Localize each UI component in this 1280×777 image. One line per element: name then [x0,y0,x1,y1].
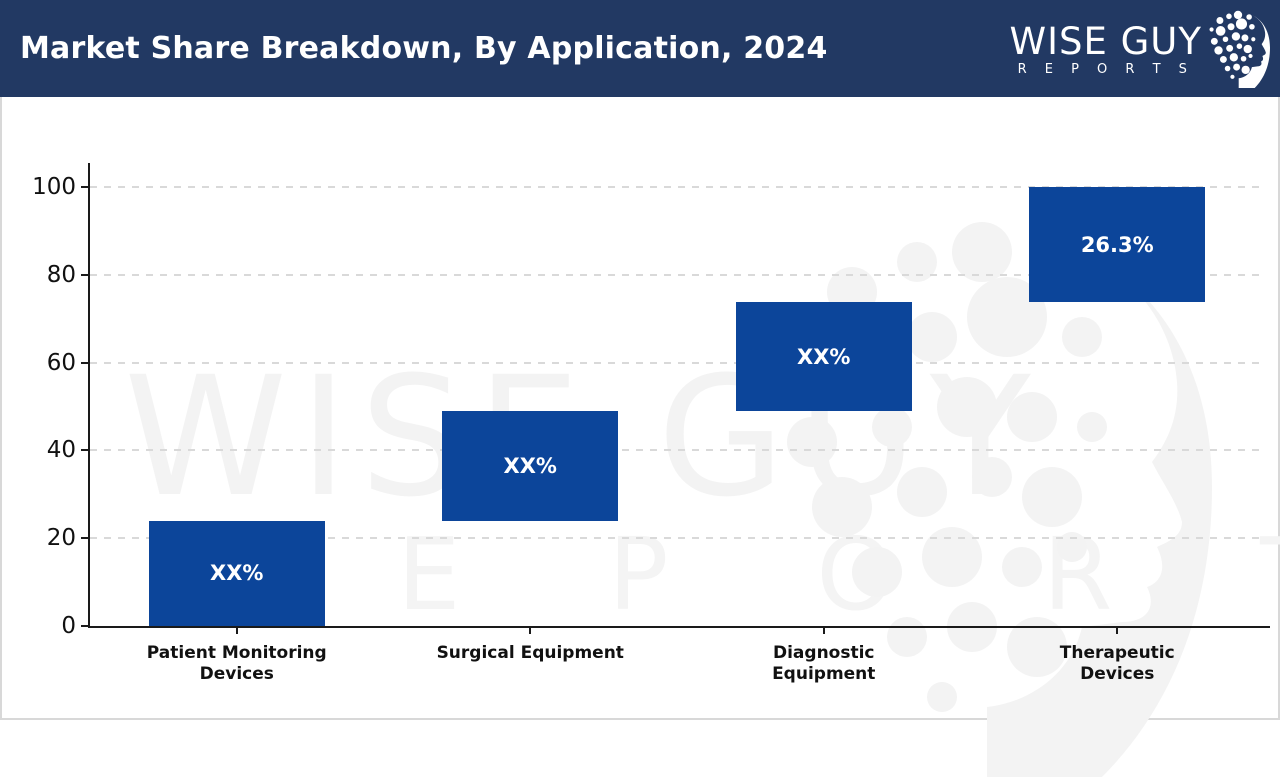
bar-value-label: XX% [210,561,264,586]
gridline-60 [90,361,1264,364]
bar-3[interactable]: XX% [735,302,912,411]
brand-subtitle: R E P O R T S [1017,61,1194,77]
y-tick-label-100: 100 [32,174,76,200]
plot-area: 0 20 40 60 80 100 XX% Patient Monitoring Devices… [2,97,1278,718]
y-tick-60 [81,361,90,364]
y-tick-label-80: 80 [46,261,76,288]
gridline-40 [90,449,1264,452]
watermark-text-line2: R E P O R T S [180,516,1280,633]
gridline-20 [90,537,1264,540]
y-axis-line [88,163,90,628]
x-tick-4 [1116,628,1119,634]
bar-4[interactable]: 26.3% [1029,187,1206,303]
gridline-80 [90,273,1264,276]
header-bar: Market Share Breakdown, By Application, … [0,0,1280,97]
wise-guy-head-icon [1209,10,1270,88]
y-tick-20 [81,537,90,540]
bar-2[interactable]: XX% [442,410,619,521]
x-category-label-3: Diagnostic Equipment [772,643,876,684]
x-tick-1 [235,628,238,634]
bar-value-label: XX% [503,453,557,478]
x-tick-3 [822,628,825,634]
x-category-label-2: Surgical Equipment [436,643,624,663]
y-tick-label-60: 60 [46,349,76,376]
x-axis-line [88,626,1270,628]
gridline-100 [90,186,1264,188]
y-tick-label-40: 40 [46,437,76,464]
chart-canvas: WISE GUY R E P O R T S 020406080100XX%Pa… [0,97,1280,777]
y-tick-40 [81,449,90,452]
y-tick-label-20: 20 [46,525,76,552]
bar-1[interactable]: XX% [148,520,325,626]
y-tick-0 [81,625,90,627]
y-tick-label-0: 0 [61,613,76,639]
brand-logo: WISE GUY R E P O R T S [1010,6,1270,92]
y-tick-80 [81,273,90,276]
brand-name: WISE GUY [1009,19,1202,63]
y-tick-100 [81,186,90,188]
brand-wordmark: WISE GUY R E P O R T S [1010,23,1202,76]
bar-value-label: XX% [797,344,851,369]
x-tick-2 [529,628,532,634]
x-category-label-4: Therapeutic Devices [1059,643,1175,684]
bar-value-label: 26.3% [1080,232,1154,257]
page-title: Market Share Breakdown, By Application, … [20,31,828,66]
x-category-label-1: Patient Monitoring Devices [146,643,327,684]
